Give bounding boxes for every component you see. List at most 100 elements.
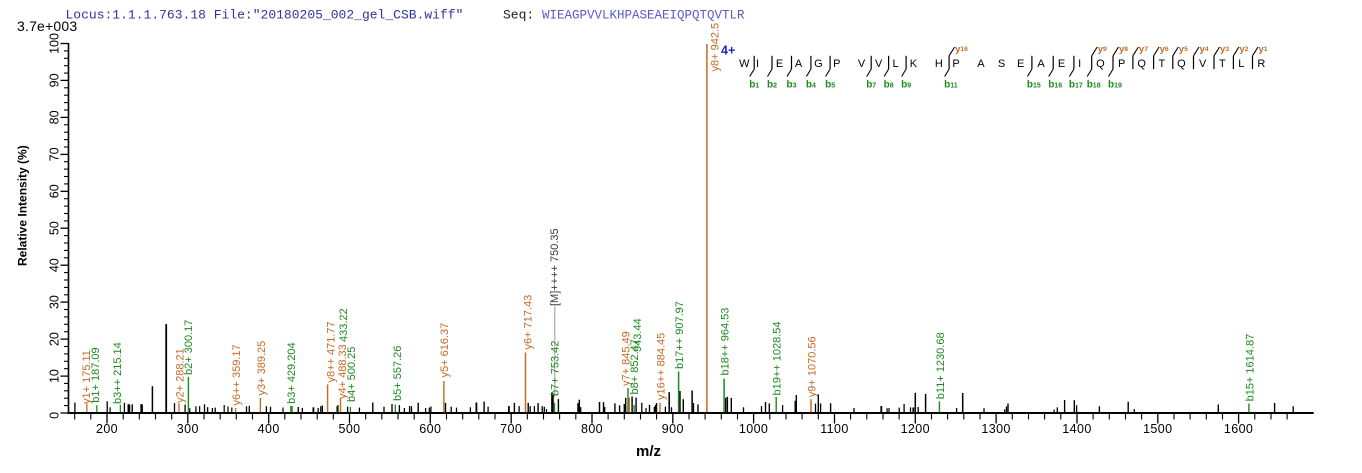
svg-text:P: P	[1118, 58, 1125, 70]
svg-text:b3: b3	[787, 80, 797, 91]
svg-text:A: A	[977, 58, 985, 70]
svg-text:y16: y16	[955, 44, 968, 55]
svg-text:b19++ 1028.54: b19++ 1028.54	[772, 321, 784, 395]
svg-text:y4: y4	[1200, 44, 1209, 55]
svg-text:60: 60	[48, 184, 62, 198]
svg-text:y16++ 884.45: y16++ 884.45	[656, 333, 668, 400]
svg-text:y7: y7	[1139, 44, 1148, 55]
svg-text:G: G	[814, 58, 823, 70]
svg-text:P: P	[952, 58, 959, 70]
svg-text:W: W	[739, 58, 750, 70]
svg-text:700: 700	[500, 422, 522, 436]
svg-text:b8+ 852.47: b8+ 852.47	[629, 339, 641, 394]
svg-text:1400: 1400	[1062, 422, 1091, 436]
svg-text:40: 40	[48, 258, 62, 272]
svg-text:V: V	[875, 58, 883, 70]
svg-text:b17: b17	[1069, 80, 1083, 91]
svg-text:Seq:: Seq:	[503, 7, 534, 22]
svg-text:900: 900	[662, 422, 684, 436]
svg-text:50: 50	[48, 221, 62, 235]
svg-text:30: 30	[48, 295, 62, 309]
svg-text:y7+ 845.49: y7+ 845.49	[621, 331, 633, 386]
svg-text:b7: b7	[866, 80, 876, 91]
svg-text:A: A	[1037, 58, 1045, 70]
svg-text:3.7e+003: 3.7e+003	[17, 18, 77, 34]
svg-text:L: L	[892, 58, 898, 70]
svg-text:E: E	[776, 58, 783, 70]
svg-text:WIEAGPVVLKHPASEAEIQPQTQVTLR: WIEAGPVVLKHPASEAEIQPQTQVTLR	[542, 8, 745, 22]
svg-text:Q: Q	[1096, 58, 1105, 70]
svg-text:1100: 1100	[820, 422, 848, 436]
svg-text:b4: b4	[806, 80, 816, 91]
svg-text:R: R	[1257, 58, 1265, 70]
svg-text:y8+ 942.5: y8+ 942.5	[710, 23, 722, 72]
svg-text:1600: 1600	[1224, 422, 1253, 436]
svg-text:T: T	[1219, 58, 1226, 70]
svg-text:y6++ 359.17: y6++ 359.17	[231, 344, 243, 405]
svg-text:80: 80	[48, 110, 62, 124]
svg-text:90: 90	[48, 73, 62, 87]
svg-text:943.44: 943.44	[632, 318, 644, 352]
svg-text:b9: b9	[901, 80, 911, 91]
svg-text:y1+ 175.11: y1+ 175.11	[81, 350, 93, 404]
svg-text:P: P	[833, 58, 840, 70]
svg-text:10: 10	[48, 369, 62, 383]
svg-text:A: A	[795, 58, 803, 70]
svg-text:b11+ 1230.68: b11+ 1230.68	[935, 332, 947, 399]
svg-text:y3: y3	[1220, 44, 1229, 55]
svg-text:600: 600	[419, 422, 441, 436]
svg-text:b4+ 500.25: b4+ 500.25	[346, 347, 358, 402]
svg-text:y9+ 1070.56: y9+ 1070.56	[807, 336, 819, 397]
svg-text:b2+ 300.17: b2+ 300.17	[183, 320, 195, 375]
svg-text:1500: 1500	[1143, 422, 1172, 436]
svg-text:y5+ 616.37: y5+ 616.37	[439, 323, 451, 378]
svg-text:500: 500	[338, 422, 360, 436]
svg-text:K: K	[910, 58, 918, 70]
svg-text:Q: Q	[1177, 58, 1186, 70]
svg-text:b1+ 187.09: b1+ 187.09	[90, 347, 102, 402]
svg-text:b5: b5	[825, 80, 835, 91]
svg-text:y6+ 717.43: y6+ 717.43	[523, 295, 535, 350]
svg-text:y6: y6	[1160, 44, 1169, 55]
svg-text:E: E	[1058, 58, 1065, 70]
svg-text:b3+ 429.204: b3+ 429.204	[286, 342, 298, 403]
svg-text:b2: b2	[767, 80, 777, 91]
svg-text:m/z: m/z	[636, 443, 661, 460]
svg-text:y2: y2	[1239, 44, 1248, 55]
svg-text:b16: b16	[1048, 80, 1062, 91]
svg-text:400: 400	[258, 422, 280, 436]
svg-text:b19: b19	[1108, 80, 1122, 91]
svg-text:4+: 4+	[721, 44, 735, 58]
svg-text:1000: 1000	[739, 422, 768, 436]
svg-text:T: T	[1159, 58, 1166, 70]
svg-text:b8: b8	[884, 80, 894, 91]
svg-text:b7+ 753.42: b7+ 753.42	[550, 341, 562, 396]
svg-text:y9: y9	[1098, 44, 1107, 55]
svg-text:H: H	[935, 58, 943, 70]
svg-text:V: V	[858, 58, 866, 70]
svg-text:y2+ 288.21: y2+ 288.21	[175, 348, 187, 403]
svg-text:200: 200	[96, 422, 118, 436]
svg-text:Locus:1.1.1.763.18 File:"20180: Locus:1.1.1.763.18 File:"20180205_002_ge…	[66, 7, 464, 22]
svg-text:433.22: 433.22	[338, 308, 350, 342]
svg-text:S: S	[998, 58, 1005, 70]
svg-text:b18: b18	[1087, 80, 1101, 91]
svg-text:I: I	[1078, 58, 1081, 70]
svg-text:0: 0	[48, 412, 62, 419]
svg-text:I: I	[756, 58, 759, 70]
svg-text:b17++ 907.97: b17++ 907.97	[674, 301, 686, 369]
svg-text:[M]++++ 750.35: [M]++++ 750.35	[549, 228, 561, 306]
svg-text:y1: y1	[1259, 44, 1268, 55]
svg-text:1300: 1300	[981, 422, 1010, 436]
svg-text:b15+ 1614.87: b15+ 1614.87	[1244, 334, 1256, 402]
svg-text:y3+ 389.25: y3+ 389.25	[256, 341, 268, 396]
svg-text:V: V	[1199, 58, 1207, 70]
svg-text:1200: 1200	[901, 422, 930, 436]
svg-text:y8++ 471.77: y8++ 471.77	[325, 321, 337, 382]
svg-text:100: 100	[48, 33, 62, 54]
svg-text:y4+ 488.33: y4+ 488.33	[337, 344, 349, 399]
svg-text:b1: b1	[749, 80, 759, 91]
svg-text:b3++ 215.14: b3++ 215.14	[112, 342, 124, 404]
svg-text:20: 20	[48, 332, 62, 346]
svg-text:b11: b11	[944, 80, 958, 91]
